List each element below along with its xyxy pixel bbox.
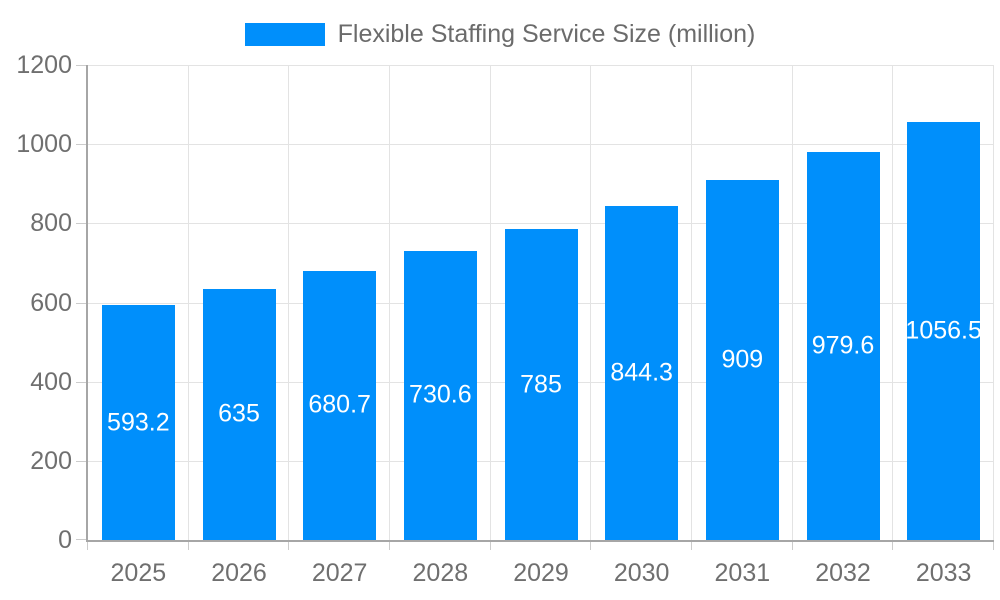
x-axis-tick: [389, 542, 390, 550]
vertical-gridline: [188, 65, 189, 540]
y-axis-tick: [76, 302, 86, 304]
y-axis-label: 600: [30, 288, 72, 317]
y-axis-label: 800: [30, 209, 72, 238]
x-axis-tick: [691, 542, 692, 550]
vertical-gridline: [389, 65, 390, 540]
y-axis-tick: [76, 539, 86, 540]
vertical-gridline: [590, 65, 591, 540]
x-axis-label: 2027: [311, 559, 368, 587]
x-axis-label: 2028: [412, 559, 469, 587]
y-axis-tick: [76, 144, 86, 146]
bar: 730.6: [403, 250, 477, 540]
vertical-gridline: [691, 65, 692, 540]
x-axis-tick: [188, 542, 189, 550]
x-axis-label: 2032: [815, 559, 871, 587]
bar-value-label: 635: [218, 399, 260, 428]
y-axis-label: 0: [58, 526, 72, 554]
vertical-gridline: [993, 65, 994, 540]
y-axis-label: 1000: [16, 130, 72, 159]
plot-area: 0 200 400 600 800 1000 1200 2025 593.2 2026 635 202…: [16, 51, 994, 587]
x-axis-tick: [490, 542, 491, 550]
bar: 635: [202, 288, 276, 540]
y-axis-tick: [76, 65, 86, 66]
bar: 909: [705, 180, 779, 540]
x-axis-label: 2026: [211, 559, 267, 587]
x-axis-tick: [993, 542, 994, 550]
vertical-gridline: [490, 65, 491, 540]
y-axis-tick: [76, 381, 86, 383]
x-axis-tick: [288, 542, 289, 550]
vertical-gridline: [792, 65, 793, 540]
x-axis-tick: [792, 542, 793, 550]
y-axis-tick: [76, 223, 86, 225]
legend-series-label: Flexible Staffing Service Size (million): [337, 20, 756, 48]
x-axis-label: 2033: [915, 559, 972, 587]
bar: 680.7: [303, 270, 377, 540]
x-axis-tick: [87, 542, 88, 550]
horizontal-gridline: [88, 65, 994, 66]
bar-value-label: 730.6: [409, 380, 472, 409]
x-axis-label: 2031: [714, 559, 771, 587]
x-axis-label: 2030: [613, 559, 670, 587]
x-axis-tick: [892, 542, 893, 550]
y-axis-label: 1200: [16, 51, 72, 79]
bar-value-label: 979.6: [811, 331, 875, 360]
bar: 785: [504, 229, 578, 540]
x-axis-tick: [590, 542, 591, 550]
bar-value-label: 909: [721, 345, 764, 374]
bar: 593.2: [101, 305, 175, 540]
horizontal-gridline: [88, 144, 994, 146]
bar-value-label: 593.2: [107, 408, 170, 437]
bar-value-label: 680.7: [308, 390, 371, 419]
x-axis-label: 2029: [513, 559, 569, 587]
vertical-gridline: [892, 65, 893, 540]
vertical-gridline: [288, 65, 289, 540]
bar: 1056.5: [905, 121, 982, 540]
bar: 844.3: [605, 205, 679, 540]
y-axis-label: 400: [30, 367, 72, 396]
legend-marker-swatch: [244, 23, 325, 46]
horizontal-gridline: [88, 223, 994, 225]
y-axis-tick: [76, 460, 86, 462]
bar-value-label: 844.3: [610, 358, 673, 387]
bar-value-label: 785: [520, 370, 562, 399]
bar: 979.6: [806, 152, 880, 540]
y-axis-label: 200: [30, 446, 72, 475]
chart-legend: Flexible Staffing Service Size (million): [0, 20, 1000, 49]
bar-value-label: 1056.5: [905, 316, 982, 345]
x-axis-label: 2025: [110, 559, 167, 587]
